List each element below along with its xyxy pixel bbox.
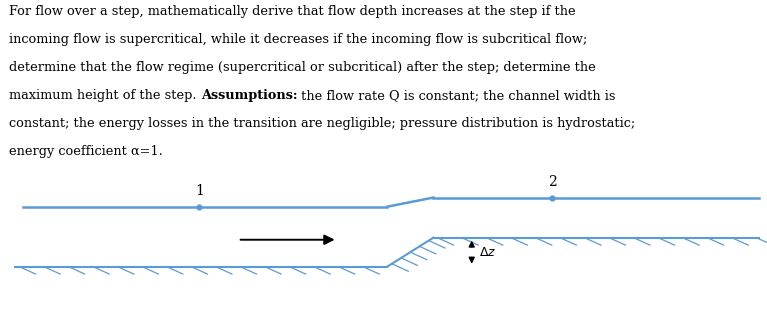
Text: 2: 2 (548, 175, 557, 189)
Text: 1: 1 (195, 184, 204, 198)
Text: incoming flow is supercritical, while it decreases if the incoming flow is subcr: incoming flow is supercritical, while it… (9, 33, 588, 46)
Text: the flow rate Q is constant; the channel width is: the flow rate Q is constant; the channel… (298, 89, 616, 102)
Text: energy coefficient α=1.: energy coefficient α=1. (9, 145, 163, 158)
Text: constant; the energy losses in the transition are negligible; pressure distribut: constant; the energy losses in the trans… (9, 117, 635, 130)
Text: $\Delta z$: $\Delta z$ (479, 246, 497, 259)
Text: determine that the flow regime (supercritical or subcritical) after the step; de: determine that the flow regime (supercri… (9, 61, 596, 74)
Text: maximum height of the step.: maximum height of the step. (9, 89, 201, 102)
Text: Assumptions:: Assumptions: (201, 89, 298, 102)
Text: For flow over a step, mathematically derive that flow depth increases at the ste: For flow over a step, mathematically der… (9, 5, 576, 18)
